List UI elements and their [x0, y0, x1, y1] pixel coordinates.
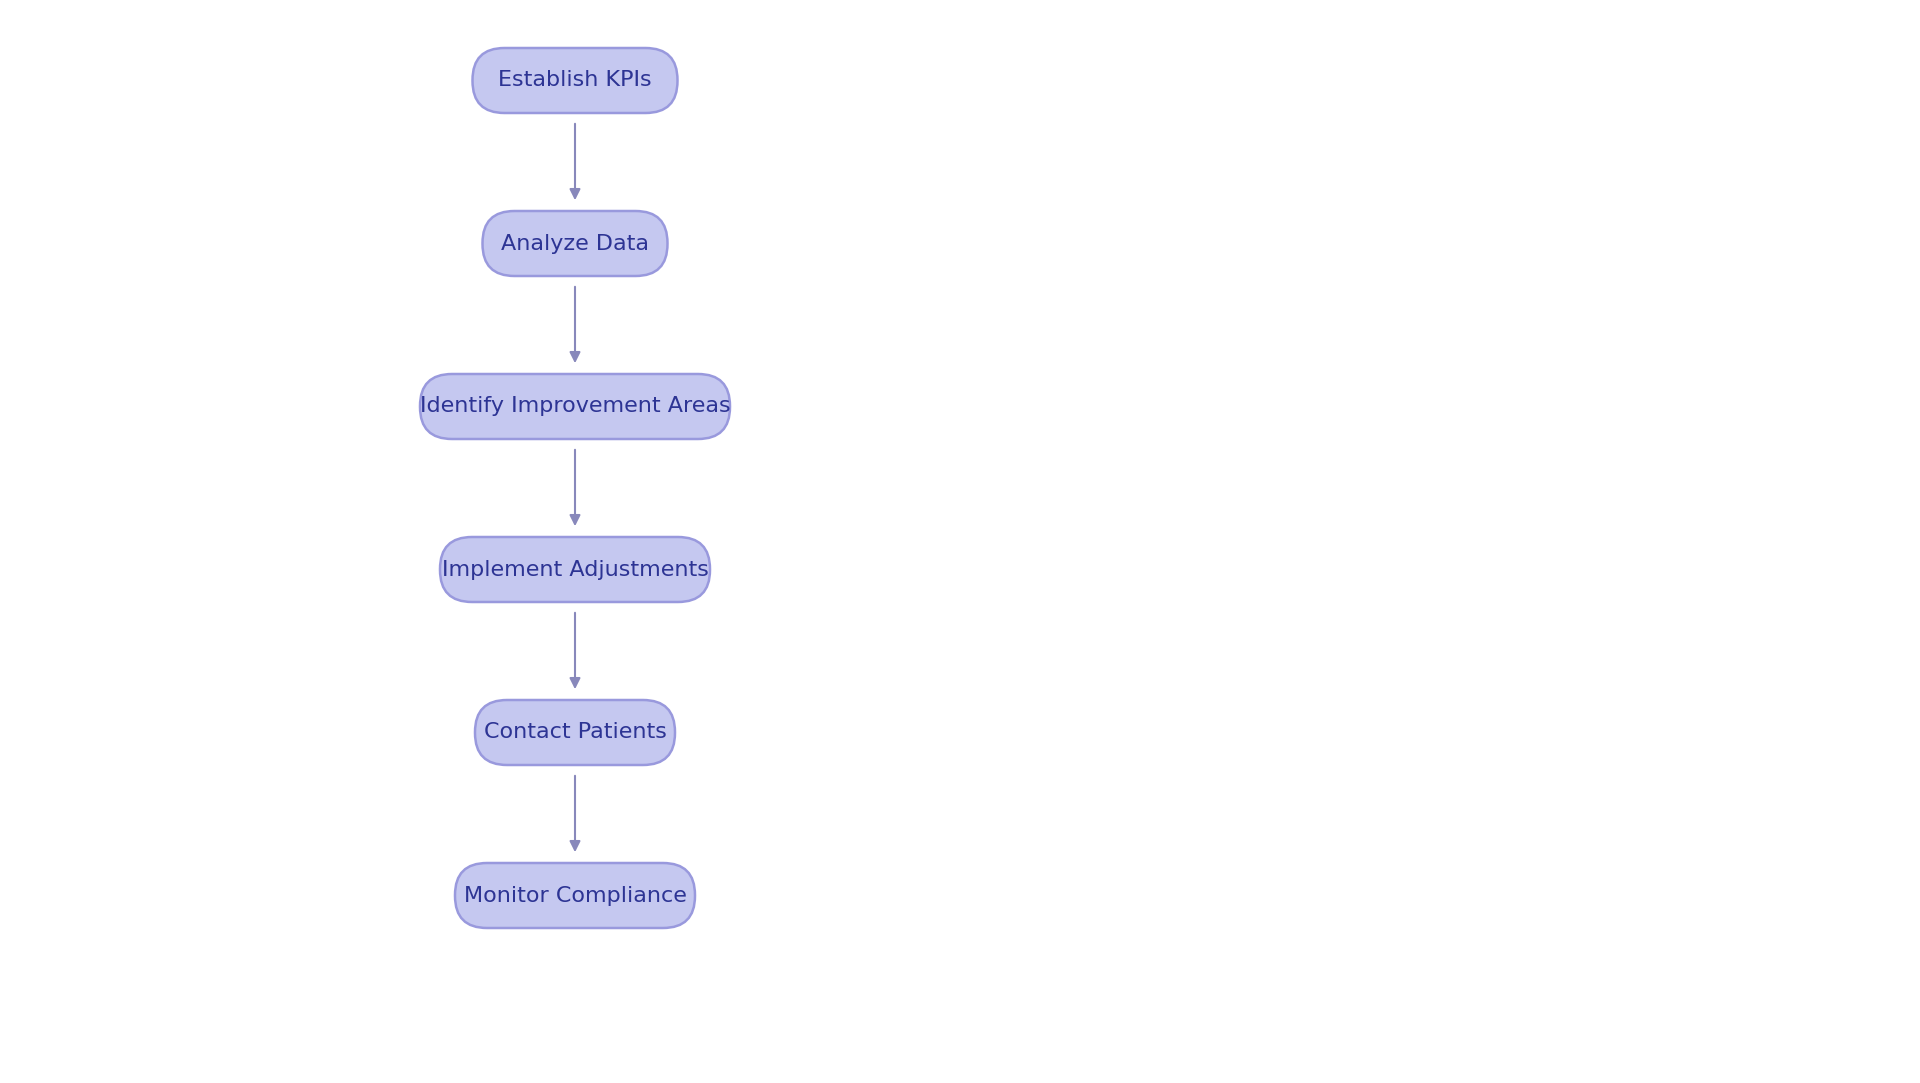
Text: Establish KPIs: Establish KPIs [497, 70, 651, 91]
FancyBboxPatch shape [440, 537, 710, 602]
FancyBboxPatch shape [474, 700, 676, 765]
Text: Contact Patients: Contact Patients [484, 722, 666, 743]
FancyBboxPatch shape [472, 48, 678, 113]
Text: Analyze Data: Analyze Data [501, 234, 649, 253]
Text: Implement Adjustments: Implement Adjustments [442, 560, 708, 579]
Text: Identify Improvement Areas: Identify Improvement Areas [420, 396, 730, 417]
Text: Monitor Compliance: Monitor Compliance [463, 886, 687, 905]
FancyBboxPatch shape [420, 374, 730, 439]
FancyBboxPatch shape [455, 863, 695, 928]
FancyBboxPatch shape [482, 211, 668, 276]
